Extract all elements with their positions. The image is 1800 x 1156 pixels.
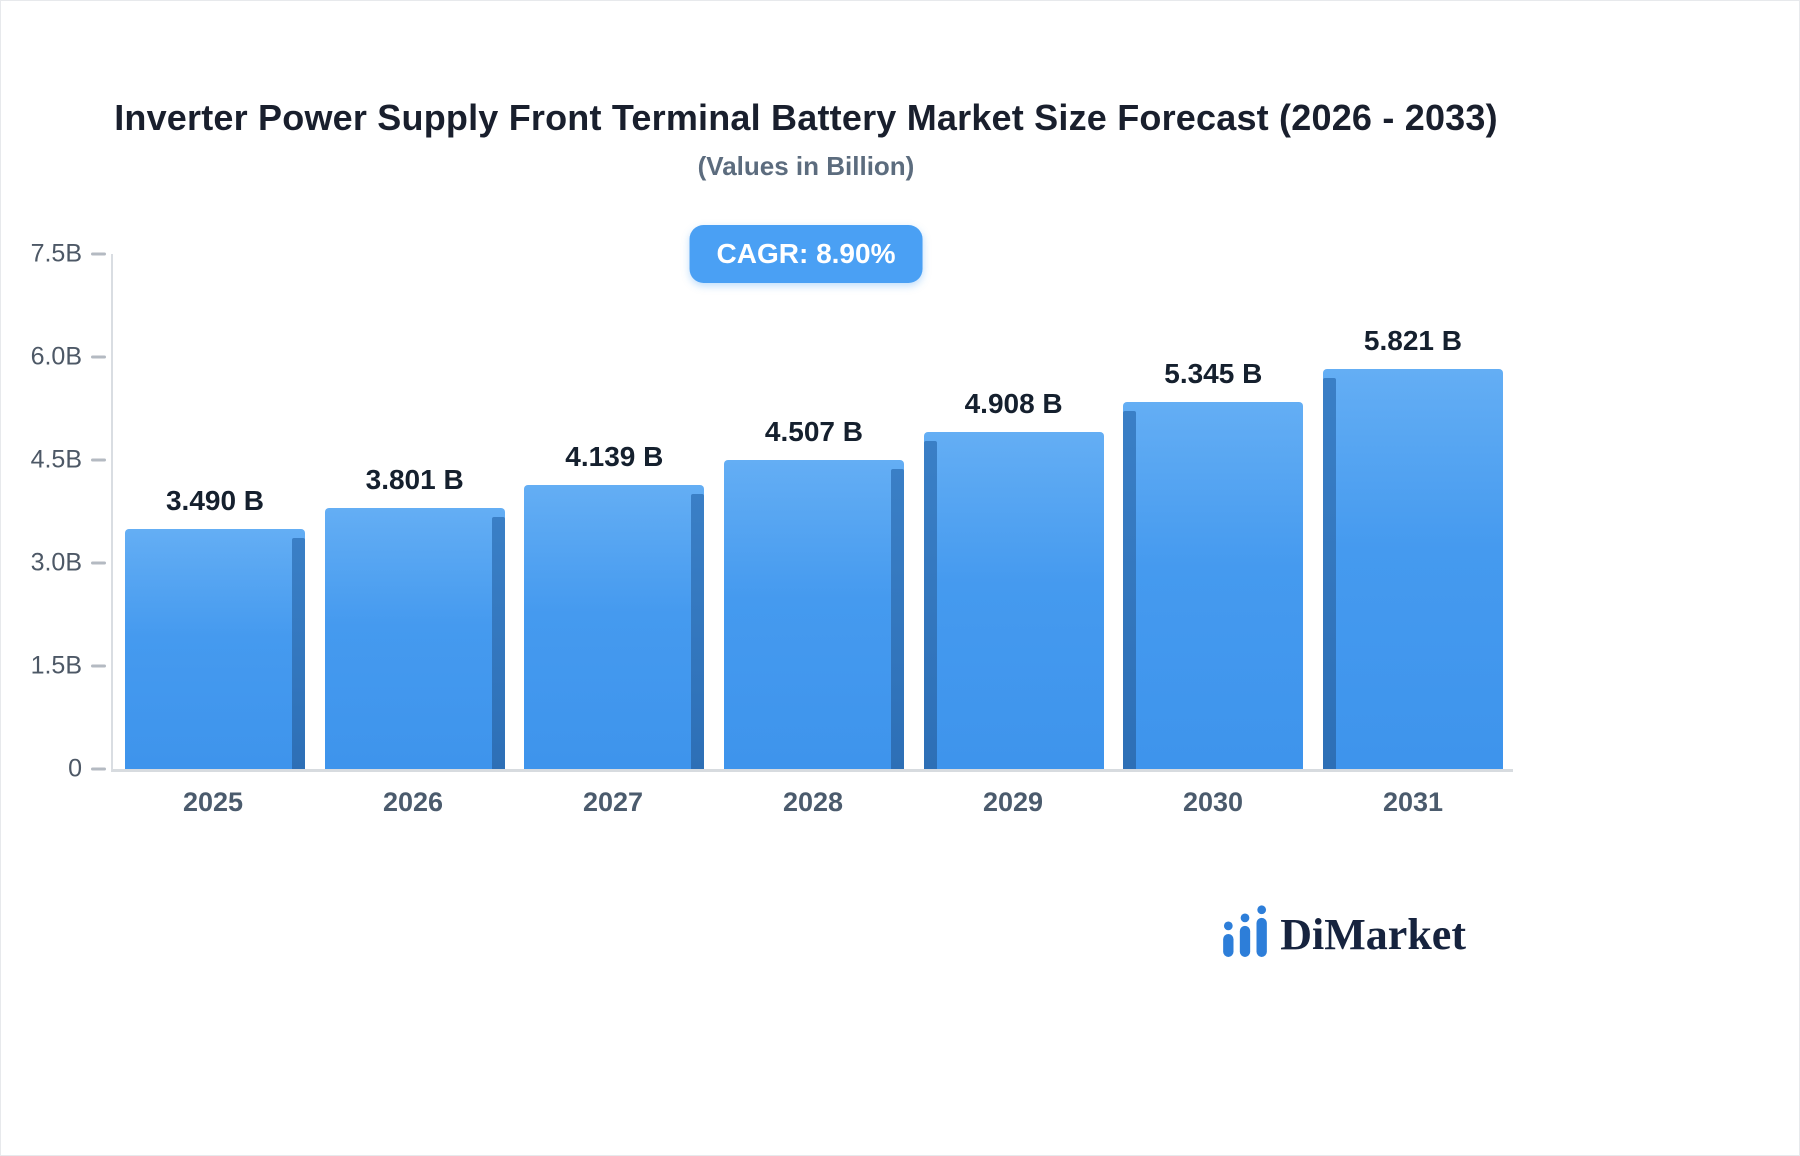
y-tick: 3.0B: [1, 548, 113, 578]
x-axis-label: 2029: [982, 787, 1044, 817]
bar-2028: 4.507 B: [723, 416, 904, 770]
bar-chart-logo-icon: [1223, 905, 1268, 957]
bar-2029: 4.908 B: [923, 388, 1104, 770]
bar-value-label: 5.345 B: [1164, 357, 1263, 389]
bar-value-label: 4.908 B: [964, 387, 1063, 419]
x-axis-label: 2025: [182, 787, 244, 817]
y-tick-label: 0: [68, 754, 82, 783]
y-tick-mark: [91, 561, 106, 565]
bar-2026: 3.801 B: [324, 464, 505, 769]
chart-title: Inverter Power Supply Front Terminal Bat…: [114, 97, 1498, 138]
x-axis-label: 2030: [1182, 787, 1244, 817]
y-tick-mark: [91, 767, 106, 771]
y-tick-label: 4.5B: [30, 445, 82, 474]
bar-2025: 3.490 B: [125, 485, 305, 769]
bar-2031: 5.821 B: [1322, 325, 1503, 769]
x-axis: 2025 2026 2027 2028 2029 2030 2031: [111, 787, 1513, 818]
y-tick: 0: [1, 754, 113, 784]
bar-value-label: 3.490 B: [165, 485, 265, 517]
y-tick-label: 3.0B: [30, 548, 82, 577]
brand-logo: DiMarket: [1222, 904, 1466, 957]
bars: 3.490 B 3.801 B 4.139 B 4.507 B 4.908 B 5.345…: [113, 254, 1513, 770]
x-axis-label: 2028: [782, 787, 844, 817]
bar-2030: 5.345 B: [1123, 358, 1304, 770]
plot-area: 0 1.5B 3.0B 4.5B 6.0B 7.5B 3.490 B 3.801 B 4.13…: [31, 240, 1513, 783]
x-axis-label: 2027: [582, 787, 644, 817]
x-axis-label: 2026: [382, 787, 444, 817]
bar-value-label: 4.507 B: [764, 415, 864, 447]
y-tick: 4.5B: [1, 445, 113, 475]
brand-name: DiMarket: [1280, 910, 1466, 959]
cagr-badge: CAGR: 8.90%: [689, 225, 923, 283]
y-tick-mark: [91, 664, 106, 668]
y-tick-label: 6.0B: [30, 342, 82, 371]
chart-subtitle: (Values in Billion): [697, 151, 915, 181]
y-tick-label: 1.5B: [30, 651, 82, 680]
y-tick-mark: [91, 355, 106, 359]
bar-2027: 4.139 B: [524, 441, 705, 770]
bar-value-label: 4.139 B: [565, 440, 664, 472]
y-tick-mark: [91, 252, 106, 256]
y-tick-label: 7.5B: [30, 239, 82, 268]
x-axis-label: 2031: [1382, 787, 1444, 817]
bar-value-label: 3.801 B: [365, 464, 464, 495]
y-tick: 6.0B: [1, 342, 113, 372]
y-tick: 1.5B: [1, 651, 113, 681]
bar-value-label: 5.821 B: [1363, 325, 1462, 357]
y-tick: 7.5B: [1, 239, 113, 269]
y-tick-mark: [91, 458, 106, 462]
